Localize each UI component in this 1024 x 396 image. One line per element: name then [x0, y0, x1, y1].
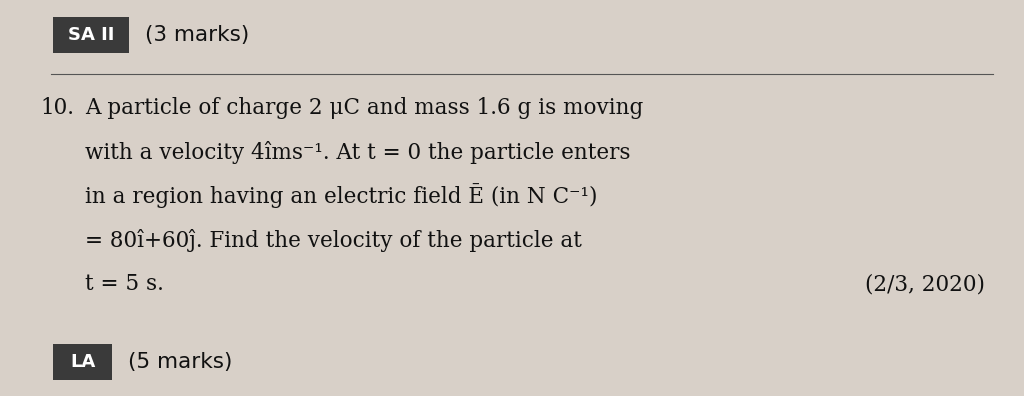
Text: SA II: SA II [68, 26, 115, 44]
Text: A particle of charge 2 μC and mass 1.6 g is moving: A particle of charge 2 μC and mass 1.6 g… [85, 97, 643, 119]
Text: with a velocity 4îms⁻¹. At t = 0 the particle enters: with a velocity 4îms⁻¹. At t = 0 the par… [85, 141, 631, 164]
Text: = 80î+60ĵ. Find the velocity of the particle at: = 80î+60ĵ. Find the velocity of the part… [85, 228, 582, 251]
Text: in a region having an electric field Ē (in N C⁻¹): in a region having an electric field Ē (… [85, 183, 597, 208]
Text: (2/3, 2020): (2/3, 2020) [865, 273, 985, 295]
Text: (3 marks): (3 marks) [145, 25, 249, 45]
FancyBboxPatch shape [53, 17, 129, 53]
Text: t = 5 s.: t = 5 s. [85, 273, 164, 295]
FancyBboxPatch shape [53, 344, 112, 380]
Text: 10.: 10. [40, 97, 74, 119]
Text: LA: LA [70, 353, 95, 371]
Text: (5 marks): (5 marks) [128, 352, 232, 372]
